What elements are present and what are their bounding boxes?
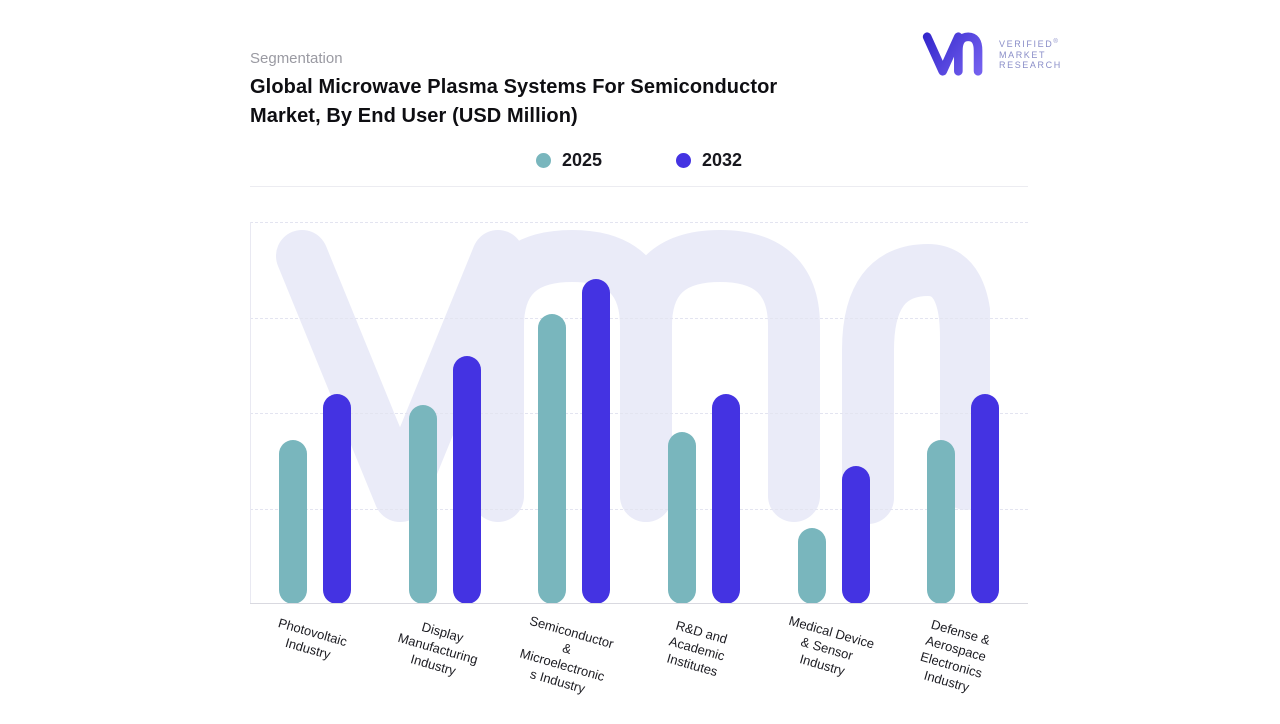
x-axis-line <box>250 603 1028 604</box>
x-axis-label: Display Manufacturing Industry <box>395 619 480 679</box>
bar-group <box>408 222 481 604</box>
bar-group <box>278 222 351 604</box>
bar-2025-4[interactable] <box>667 432 696 604</box>
gridline <box>250 413 1028 414</box>
bar-group <box>538 222 611 604</box>
brand-logo: VERIFIED® MARKET RESEARCH <box>920 31 1062 77</box>
bars-layer <box>250 222 1028 604</box>
legend-swatch-icon <box>676 153 691 168</box>
legend-label: 2025 <box>561 150 602 170</box>
x-axis-label: R&D and Academic Institutes <box>665 617 729 680</box>
brand-wordmark: VERIFIED® MARKET RESEARCH <box>999 37 1062 71</box>
legend-item-2032[interactable]: 2032 <box>676 150 742 171</box>
bar-2025-1[interactable] <box>278 439 307 604</box>
bar-2025-6[interactable] <box>927 439 956 604</box>
bar-2032-1[interactable] <box>322 393 351 604</box>
brand-word-verified: VERIFIED <box>999 39 1054 50</box>
bar-group <box>797 222 870 604</box>
x-axis-labels: Photovoltaic Industry Display Manufacturing… <box>250 604 1028 724</box>
x-axis-label: Defense & Aerospace Electronics Industry <box>918 616 993 695</box>
y-axis-line <box>250 222 251 604</box>
gridline <box>250 222 1028 223</box>
bar-group <box>927 222 1000 604</box>
brand-word-market: MARKET <box>999 49 1047 60</box>
bar-2032-6[interactable] <box>971 393 1000 604</box>
bar-group <box>667 222 740 604</box>
x-axis-label: Medical Device & Sensor Industry <box>786 612 876 679</box>
header-divider <box>250 186 1028 187</box>
brand-word-research: RESEARCH <box>999 60 1062 71</box>
legend-swatch-icon <box>535 153 551 168</box>
registered-mark: ® <box>1053 39 1058 46</box>
bar-2025-3[interactable] <box>538 313 567 604</box>
bar-2025-5[interactable] <box>797 527 826 604</box>
bar-2032-2[interactable] <box>452 355 481 604</box>
legend-label: 2032 <box>702 150 743 170</box>
bar-2025-2[interactable] <box>408 405 437 604</box>
title-line-1: Global Microwave Plasma Systems For Semi… <box>250 76 778 98</box>
page-title: Global Microwave Plasma Systems For Semi… <box>250 73 777 131</box>
x-axis-label: Semiconductor & Microelectronic s Industry <box>518 613 616 697</box>
vmr-logo-icon <box>922 32 983 76</box>
vmr-watermark-icon <box>276 230 990 524</box>
title-line-2: Market, By End User (USD Million) <box>250 105 578 127</box>
gridline <box>250 317 1028 319</box>
eyebrow-label: Segmentation <box>250 50 343 67</box>
chart-legend: 2025 2032 <box>250 150 1028 171</box>
x-axis-label: Photovoltaic Industry <box>276 615 349 663</box>
bar-2032-4[interactable] <box>711 393 740 604</box>
legend-item-2025[interactable]: 2025 <box>535 150 602 171</box>
chart-area: Photovoltaic Industry Display Manufacturing… <box>250 222 1028 696</box>
gridline <box>250 508 1028 510</box>
bar-2032-3[interactable] <box>582 279 611 604</box>
bar-2032-5[interactable] <box>841 466 870 604</box>
